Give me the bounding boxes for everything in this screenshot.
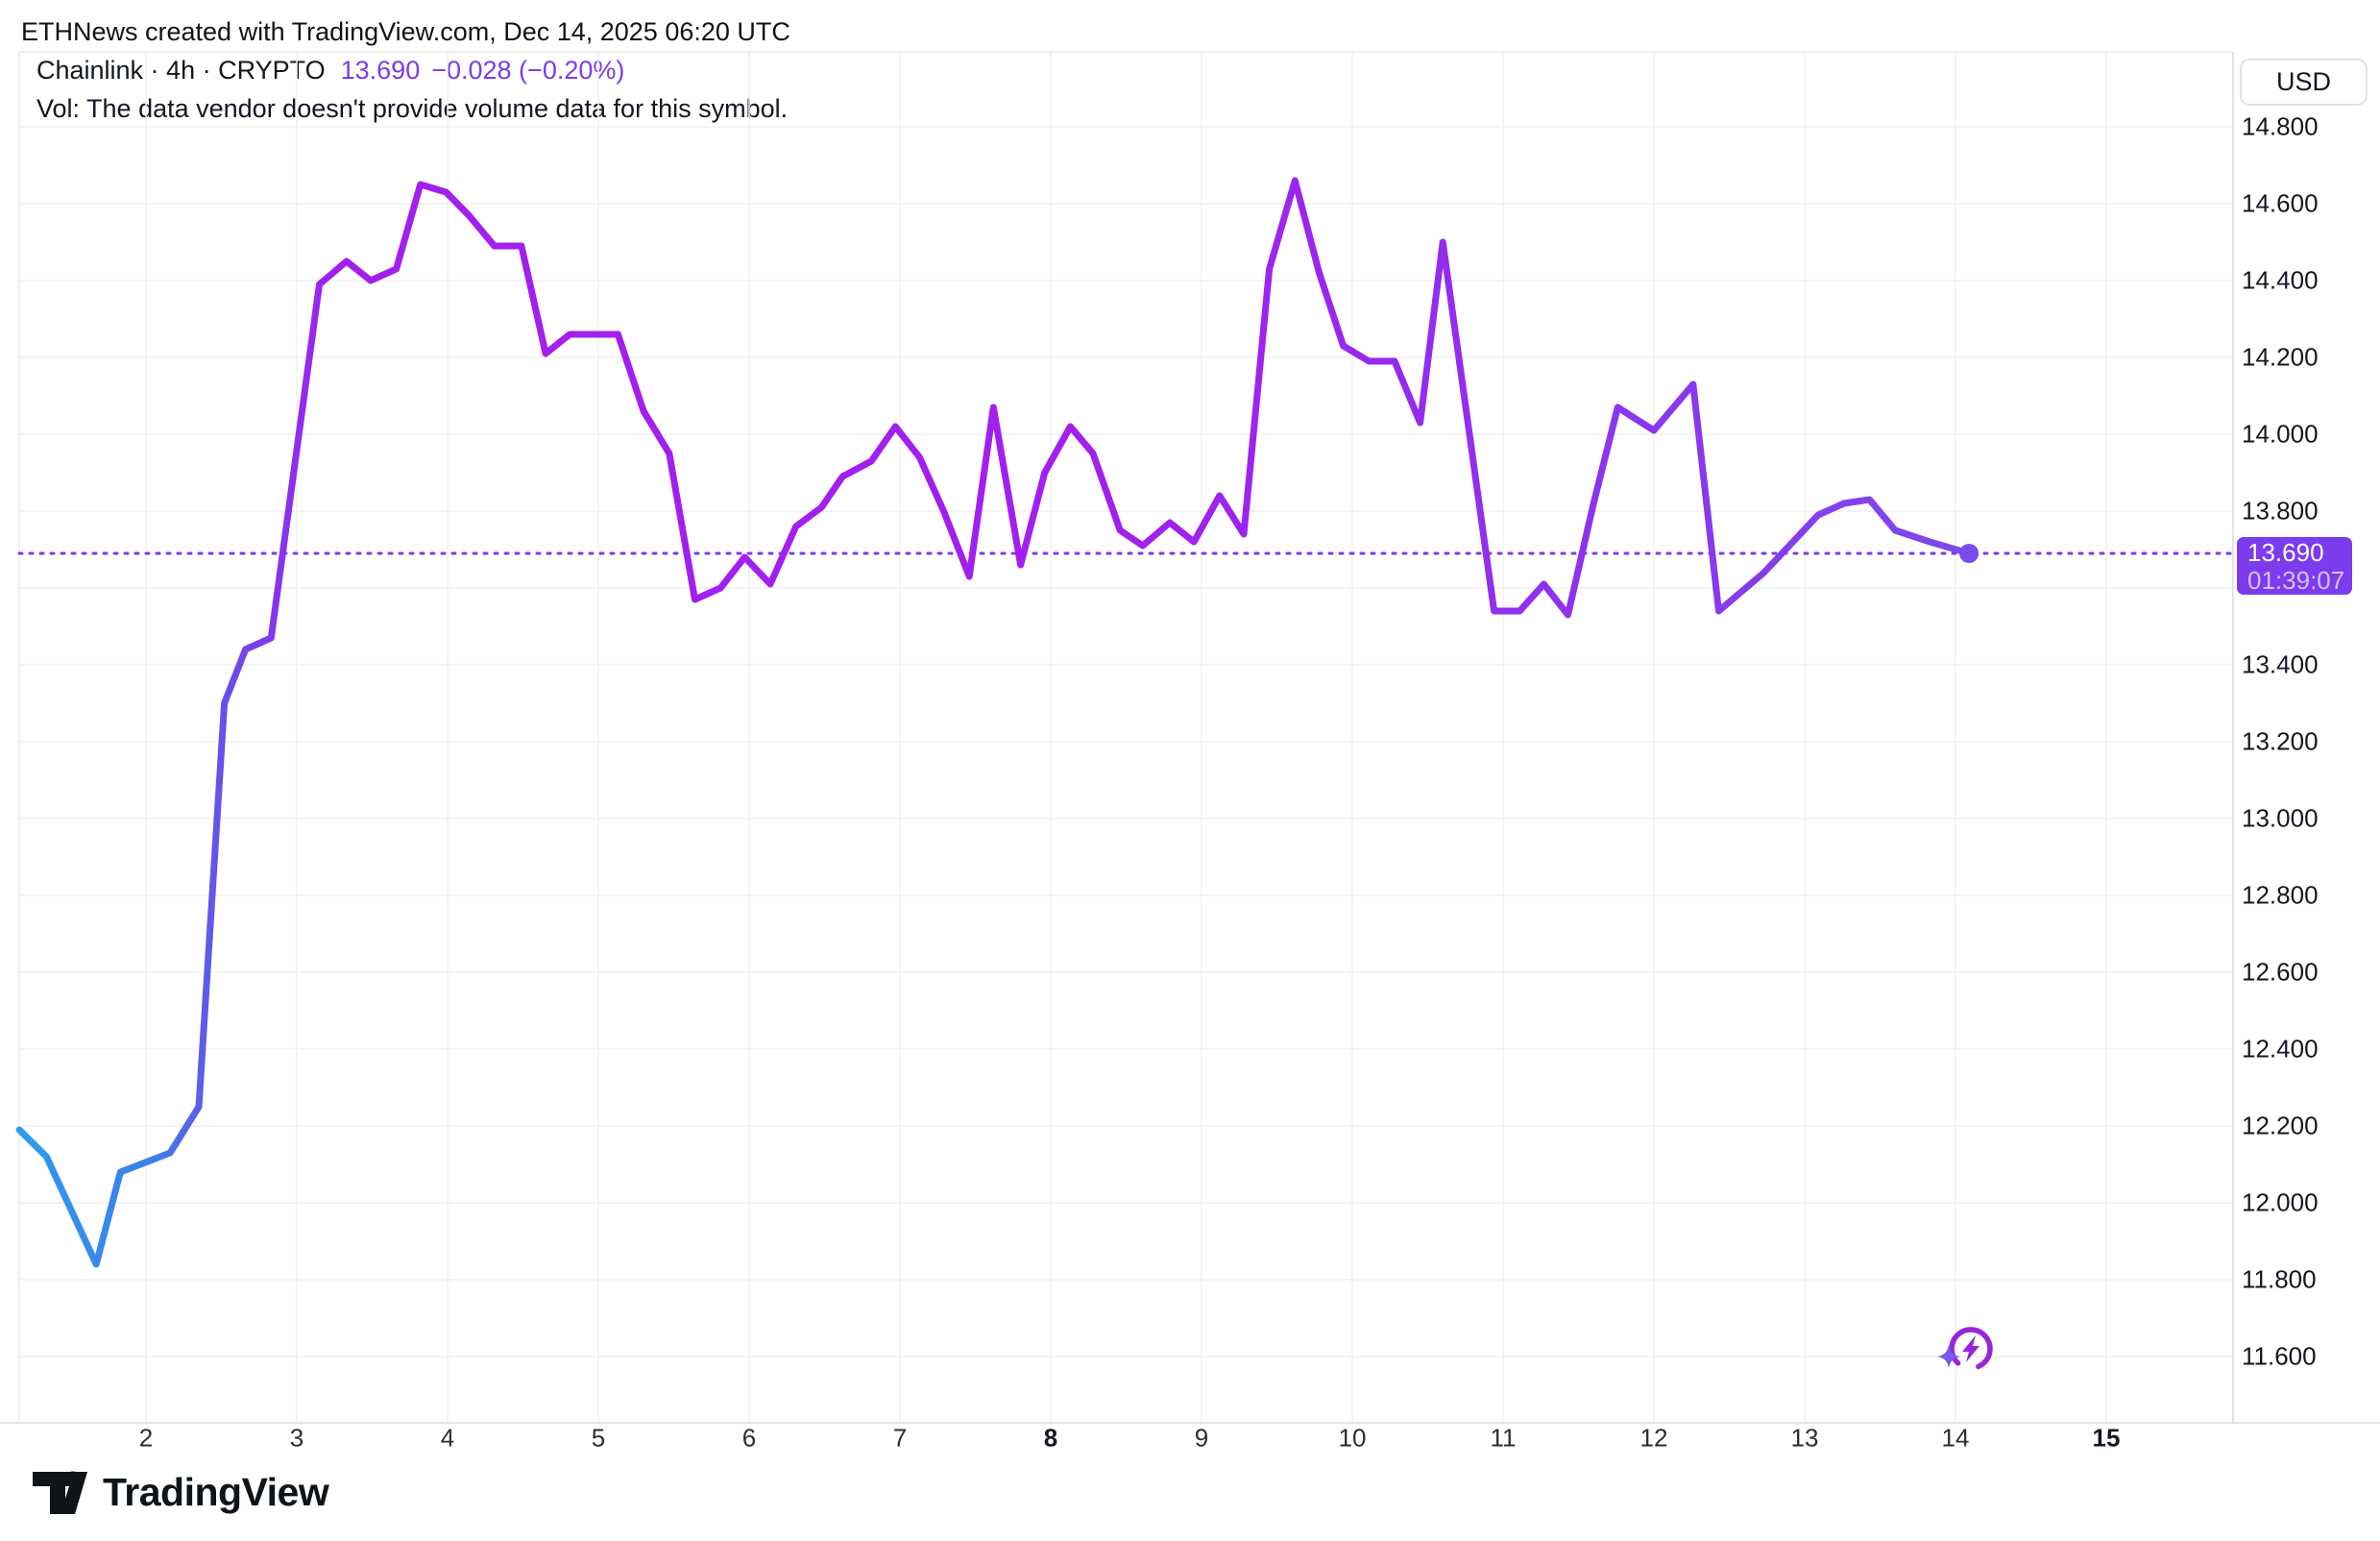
time-scale-label: 8 <box>1043 1423 1058 1453</box>
time-scale-label: 9 <box>1194 1423 1209 1453</box>
last-price-dot <box>1959 544 1979 563</box>
tradingview-logo-text: TradingView <box>103 1469 329 1514</box>
price-scale-label: 12.000 <box>2242 1187 2319 1217</box>
legend-last-price: 13.690 <box>340 56 421 85</box>
lightning-bolt-icon <box>1962 1335 1979 1362</box>
currency-toggle-button[interactable]: USD <box>2240 59 2368 106</box>
price-scale-label: 14.600 <box>2242 188 2319 218</box>
sparkle-icon <box>1937 1345 1960 1368</box>
attribution-text: ETHNews created with TradingView.com, De… <box>21 17 790 46</box>
time-scale-label: 5 <box>591 1423 606 1453</box>
price-scale-label: 12.800 <box>2242 880 2319 910</box>
flash-event-icon[interactable] <box>1937 1327 1993 1371</box>
symbol-title[interactable]: Chainlink · 4h · CRYPTO <box>36 56 326 85</box>
price-line-series <box>15 177 1979 1268</box>
price-scale-label: 11.800 <box>2242 1264 2317 1294</box>
time-scale-label: 10 <box>1338 1423 1367 1453</box>
price-scale-label: 13.000 <box>2242 803 2319 833</box>
time-scale-label: 4 <box>440 1423 455 1453</box>
time-scale-label: 6 <box>741 1423 757 1453</box>
price-scale-label: 13.200 <box>2242 726 2319 756</box>
symbol-legend: Chainlink · 4h · CRYPTO 13.690 −0.028 (−0.… <box>36 56 788 124</box>
price-scale-label: 13.400 <box>2242 649 2319 679</box>
price-scale-label: 11.600 <box>2242 1341 2317 1371</box>
time-scale-label: 7 <box>892 1423 908 1453</box>
price-scale-label: 13.800 <box>2242 496 2319 526</box>
last-price-label: 13.690 01:39:07 <box>2237 537 2352 595</box>
bar-countdown: 01:39:07 <box>2247 566 2345 595</box>
legend-change: −0.028 (−0.20%) <box>431 56 625 85</box>
price-scale-label: 14.400 <box>2242 265 2319 295</box>
price-scale-label: 14.800 <box>2242 111 2319 141</box>
price-scale-label: 14.000 <box>2242 419 2319 449</box>
price-scale-label: 12.200 <box>2242 1111 2319 1140</box>
time-scale-label: 13 <box>1790 1423 1819 1453</box>
price-line-path <box>15 177 1973 1268</box>
last-price-value: 13.690 <box>2247 538 2324 567</box>
time-scale-label: 12 <box>1639 1423 1668 1453</box>
time-scale-label: 11 <box>1490 1423 1517 1453</box>
time-scale-label: 2 <box>138 1423 154 1453</box>
chart-frame <box>0 51 2380 1424</box>
volume-note: Vol: The data vendor doesn't provide vol… <box>36 94 789 123</box>
chart-grid <box>19 52 2233 1423</box>
price-scale-label: 12.400 <box>2242 1034 2319 1064</box>
tradingview-logo[interactable]: TradingView <box>33 1466 329 1518</box>
time-scale-label: 3 <box>289 1423 304 1453</box>
tradingview-logo-icon <box>33 1471 87 1514</box>
price-scale-label: 14.200 <box>2242 342 2319 372</box>
time-scale-label: 15 <box>2092 1423 2121 1453</box>
time-scale-label: 14 <box>1941 1423 1970 1453</box>
flash-circle <box>1949 1327 1993 1371</box>
price-scale-label: 12.600 <box>2242 957 2319 987</box>
